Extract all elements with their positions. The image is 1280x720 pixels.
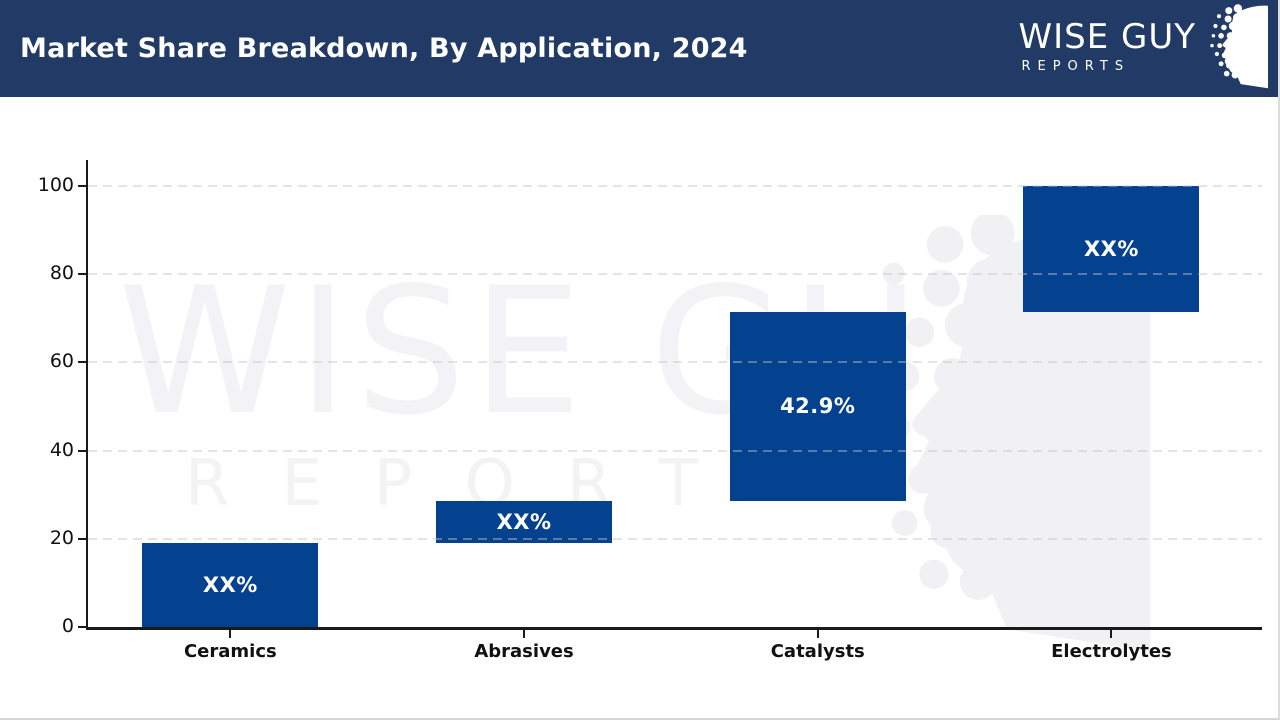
x-tick-label-ceramics: Ceramics	[183, 641, 277, 662]
bar-value-label: XX%	[1083, 236, 1139, 261]
y-tick-label: 80	[49, 262, 74, 285]
x-tick-electrolytes	[1110, 629, 1113, 638]
y-tick-20	[78, 537, 87, 540]
bar-electrolytes: XX%	[1023, 186, 1200, 312]
bar-catalysts: 42.9%	[729, 311, 906, 501]
header: Market Share Breakdown, By Application, …	[0, 0, 1278, 97]
x-tick-ceramics	[229, 629, 232, 638]
chart-title: Market Share Breakdown, By Application, …	[20, 33, 748, 64]
y-tick-60	[78, 361, 87, 364]
gridline-80	[88, 273, 1262, 276]
logo-wordmark: WISE GUY REPORTS	[1018, 17, 1196, 74]
y-tick-80	[78, 273, 87, 276]
x-tick-abrasives	[523, 629, 526, 638]
bar-value-label: 42.9%	[780, 394, 856, 419]
logo-wordmark-line2: REPORTS	[1021, 58, 1131, 74]
x-tick-label-abrasives: Abrasives	[474, 641, 574, 662]
plot-area: WISE GU REPORT 0 20 40 60 80 100 XX% Ceramics XX…	[0, 97, 1278, 718]
y-tick-label: 40	[49, 438, 74, 461]
gridline-40	[88, 449, 1262, 452]
x-tick-label-catalysts: Catalysts	[770, 641, 865, 662]
x-axis-spine	[86, 627, 1262, 630]
y-tick-label: 0	[61, 615, 74, 637]
x-tick-label-electrolytes: Electrolytes	[1051, 641, 1172, 662]
logo-face-icon	[1210, 4, 1268, 89]
y-tick-label: 20	[49, 526, 74, 549]
y-tick-label: 100	[37, 174, 74, 196]
gridline-100	[88, 185, 1262, 187]
y-tick-0	[78, 626, 87, 628]
y-tick-40	[78, 449, 87, 452]
y-tick-label: 60	[49, 350, 74, 373]
gridline-60	[88, 361, 1262, 364]
gridline-20	[88, 537, 1262, 540]
logo-wordmark-line1: WISE GUY	[1018, 17, 1196, 58]
bar-value-label: XX%	[202, 573, 258, 598]
x-tick-catalysts	[816, 629, 819, 638]
bar-value-label: XX%	[496, 510, 552, 535]
brand-logo: WISE GUY REPORTS	[1018, 4, 1268, 90]
bar-ceramics: XX%	[142, 543, 319, 627]
bar-abrasives: XX%	[436, 500, 613, 544]
y-tick-100	[78, 185, 87, 187]
y-axis-spine	[86, 160, 88, 629]
